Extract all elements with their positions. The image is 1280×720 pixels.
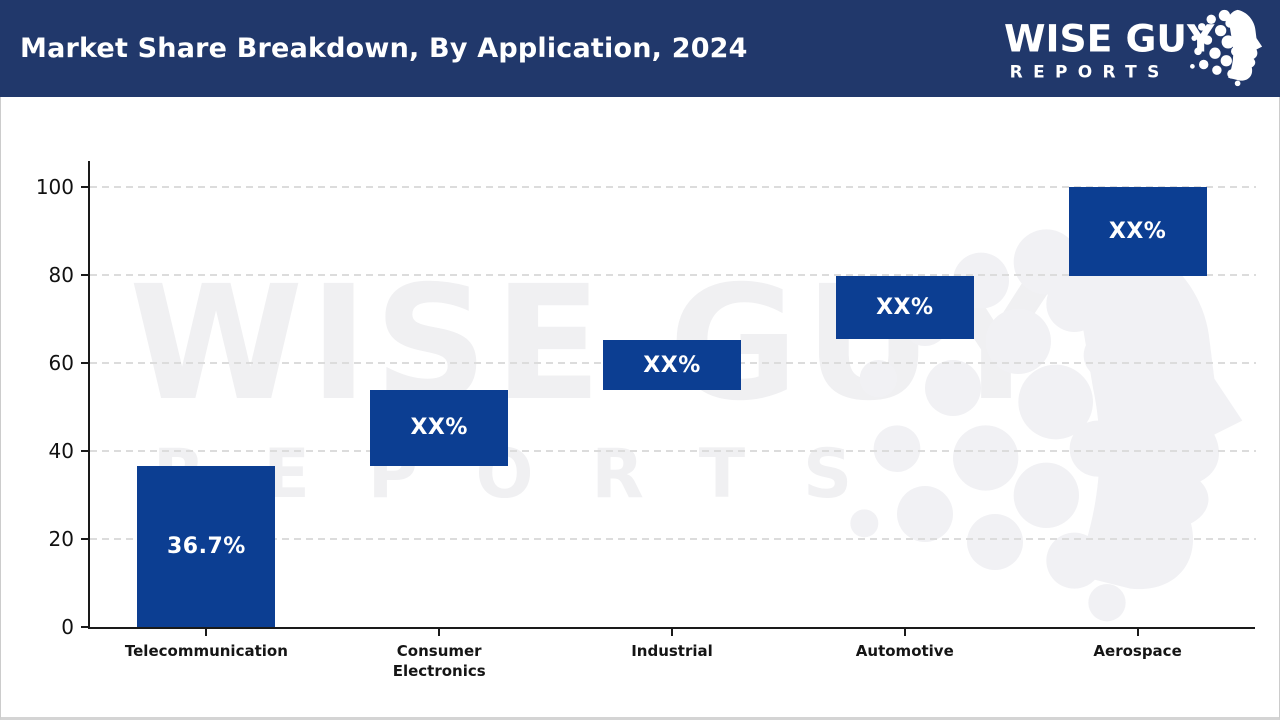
gridline-y-100 (90, 186, 1256, 189)
x-tick-label-telecommunication: Telecommunication (124, 642, 288, 660)
x-tick-label-aerospace: Aerospace (1093, 642, 1182, 660)
y-axis-spine (88, 161, 90, 629)
bar-telecommunication: 36.7% (137, 465, 276, 627)
plot-area: 0 20 40 60 80 100 36.7% XX% XX% XX% XX% Telecommuni… (36, 161, 1256, 680)
bar-value-label: 36.7% (166, 533, 246, 559)
y-tick-mark (81, 186, 88, 189)
x-tick-mark (438, 629, 441, 636)
chart-title: Market Share Breakdown, By Application, … (20, 33, 748, 64)
x-tick-mark (205, 629, 208, 636)
bar-consumer-electronics: XX% (370, 389, 509, 466)
x-tick-label-industrial: Industrial (631, 642, 713, 660)
bar-industrial: XX% (603, 340, 741, 390)
bar-value-label: XX% (410, 415, 468, 441)
bar-automotive: XX% (835, 276, 974, 340)
y-tick-label: 20 (48, 527, 74, 552)
gridline-y-80 (90, 274, 1256, 277)
y-tick-label: 0 (61, 615, 74, 639)
y-tick-mark (81, 538, 88, 541)
logo-sub-wordmark: REPORTS (1010, 62, 1170, 82)
y-tick-mark (81, 626, 88, 628)
wiseguy-logo: WISE GUY REPORTS (1002, 8, 1266, 89)
wiseguy-logo-graphic: WISE GUY REPORTS (1004, 9, 1263, 87)
chart-panel: WISE GUY REPORTS 0 20 40 60 80 100 36.7% XX% XX%… (0, 97, 1280, 720)
x-tick-label-consumer-electronics: Consumer Electronics (392, 642, 486, 680)
gridline-y-20 (90, 538, 1256, 541)
y-tick-mark (81, 274, 88, 277)
y-tick-label: 60 (48, 351, 74, 376)
x-tick-label-automotive: Automotive (855, 642, 954, 660)
bar-aerospace: XX% (1068, 187, 1207, 277)
y-tick-label: 40 (48, 439, 74, 464)
bar-value-label: XX% (643, 352, 701, 378)
logo-wordmark: WISE GUY (1004, 16, 1215, 60)
x-tick-mark (1136, 629, 1139, 636)
bar-value-label: XX% (1108, 219, 1167, 245)
y-tick-label: 100 (35, 175, 74, 200)
bar-value-label: XX% (876, 295, 934, 321)
y-tick-label: 80 (48, 263, 74, 288)
x-axis-spine (88, 627, 1255, 629)
watermark-face-icon (850, 229, 1243, 622)
header-bar: Market Share Breakdown, By Application, … (0, 0, 1280, 97)
logo-face-icon (1190, 9, 1263, 87)
x-tick-mark (671, 629, 673, 636)
y-tick-mark (81, 450, 88, 453)
x-tick-mark (903, 629, 906, 636)
y-tick-mark (81, 362, 88, 365)
gridline-y-40 (90, 450, 1256, 453)
